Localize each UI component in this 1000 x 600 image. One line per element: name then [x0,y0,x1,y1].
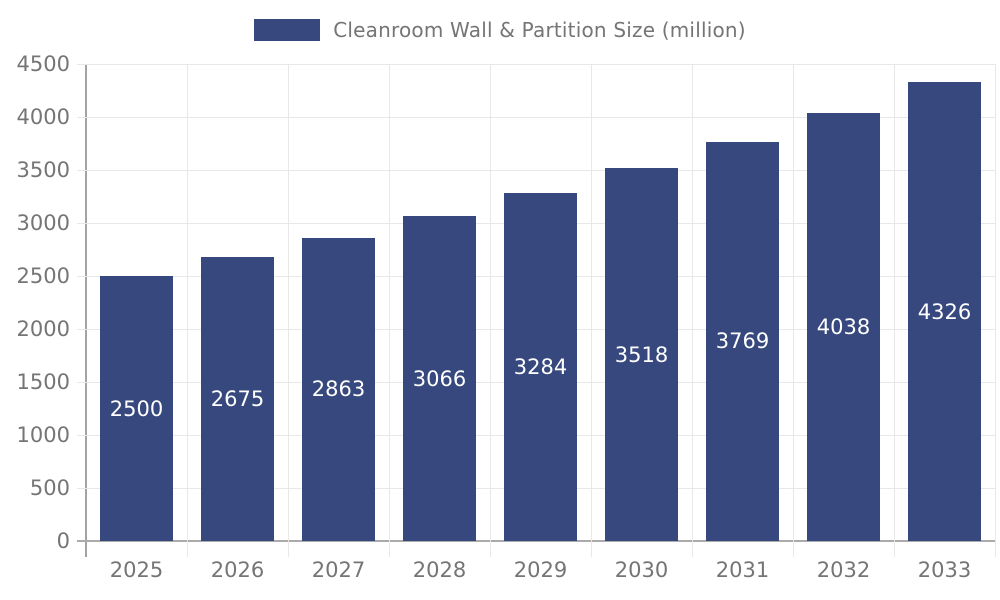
y-tick-label: 3500 [16,158,70,182]
gridline-v [590,64,592,557]
y-tick-label: 2500 [16,264,70,288]
x-tick-label: 2025 [109,558,164,582]
gridline-v [691,64,693,557]
legend-swatch [254,19,321,41]
bar-value-label: 2500 [109,396,164,421]
y-tick-label: 2000 [16,317,70,341]
bar-2033: 4326 [908,82,981,541]
x-tick-label: 2032 [816,558,871,582]
bar-2028: 3066 [403,216,476,541]
bar-value-label: 2675 [210,387,265,412]
bar-2026: 2675 [201,257,274,541]
bar-value-label: 3284 [513,354,568,379]
bar-2025: 2500 [100,276,173,541]
x-tick-label: 2029 [513,558,568,582]
y-tick-label: 3000 [16,211,70,235]
bar-value-label: 4326 [917,299,972,324]
gridline-v [489,64,491,557]
legend-label: Cleanroom Wall & Partition Size (million… [333,18,746,42]
x-tick-label: 2026 [210,558,265,582]
bar-2027: 2863 [302,237,375,541]
y-tick-label: 1000 [16,423,70,447]
plot-area: 2500 2675 2863 3066 3284 3518 3769 4038 4326 [77,64,996,557]
x-axis-baseline [77,540,995,542]
bar-2032: 4038 [807,112,880,541]
bar-2029: 3284 [504,192,577,541]
bar-value-label: 2863 [311,377,366,402]
gridline-v [792,64,794,557]
gridline-v [994,64,996,557]
bar-value-label: 3066 [412,366,467,391]
x-tick-label: 2027 [311,558,366,582]
gridline-v [287,64,289,557]
y-tick-label: 500 [29,476,70,500]
gridline-v [186,64,188,557]
gridline-v [388,64,390,557]
legend: Cleanroom Wall & Partition Size (million… [0,18,1000,42]
y-tick-label: 1500 [16,370,70,394]
y-axis-line [85,64,87,557]
gridline-h [77,64,995,65]
gridline-h [77,117,995,118]
bar-2031: 3769 [706,141,779,541]
y-tick-label: 4500 [16,52,70,76]
x-tick-label: 2028 [412,558,467,582]
x-tick-label: 2033 [917,558,972,582]
x-tick-label: 2031 [715,558,770,582]
bar-value-label: 4038 [816,314,871,339]
x-tick-label: 2030 [614,558,669,582]
y-tick-label: 0 [56,529,70,553]
bar-value-label: 3769 [715,329,770,354]
bar-value-label: 3518 [614,342,669,367]
gridline-v [893,64,895,557]
gridline-h [77,170,995,171]
bar-2030: 3518 [605,168,678,541]
y-tick-label: 4000 [16,105,70,129]
